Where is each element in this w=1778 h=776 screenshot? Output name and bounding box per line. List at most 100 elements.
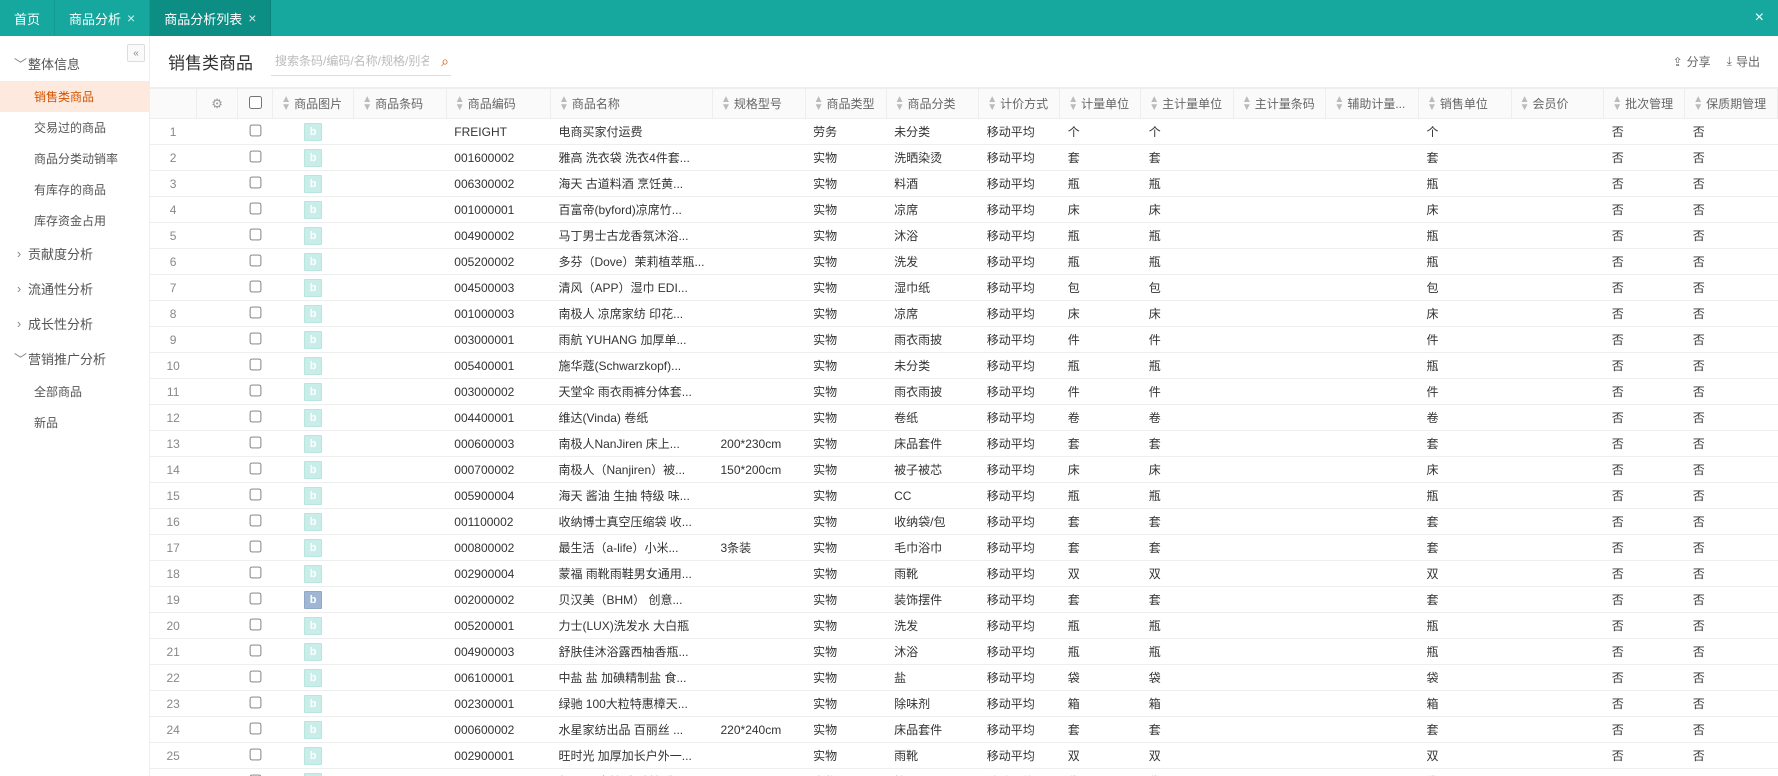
table-row[interactable]: 8b001000003南极人 凉席家纺 印花...实物凉席移动平均床床床否否 — [150, 301, 1778, 327]
tab-close-icon[interactable]: × — [127, 10, 135, 26]
sort-icon[interactable]: ▲▼ — [1427, 96, 1437, 112]
tab-商品分析列表[interactable]: 商品分析列表× — [150, 0, 271, 36]
sort-icon[interactable]: ▲▼ — [1068, 96, 1078, 112]
row-checkbox[interactable] — [249, 254, 261, 266]
row-checkbox[interactable] — [249, 124, 261, 136]
tab-close-icon[interactable]: × — [248, 10, 256, 26]
sidebar-item[interactable]: 有库存的商品 — [0, 174, 149, 205]
column-header-saleunit[interactable]: ▲▼销售单位 — [1419, 89, 1512, 119]
sort-icon[interactable]: ▲▼ — [721, 96, 731, 112]
row-checkbox[interactable] — [249, 150, 261, 162]
row-checkbox[interactable] — [249, 540, 261, 552]
sort-icon[interactable]: ▲▼ — [814, 96, 824, 112]
row-checkbox[interactable] — [249, 358, 261, 370]
table-row[interactable]: 17b000800002最生活（a-life）小米...3条装实物毛巾浴巾移动平… — [150, 535, 1778, 561]
column-header-ptype[interactable]: ▲▼商品类型 — [805, 89, 886, 119]
sort-icon[interactable]: ▲▼ — [455, 96, 465, 112]
column-header-name[interactable]: ▲▼商品名称 — [550, 89, 712, 119]
sidebar-item[interactable]: 全部商品 — [0, 376, 149, 407]
table-row[interactable]: 10b005400001施华蔻(Schwarzkopf)...实物未分类移动平均… — [150, 353, 1778, 379]
table-row[interactable]: 24b000600002水星家纺出品 百丽丝 ...220*240cm实物床品套… — [150, 717, 1778, 743]
table-row[interactable]: 20b005200001力士(LUX)洗发水 大白瓶实物洗发移动平均瓶瓶瓶否否 — [150, 613, 1778, 639]
sort-icon[interactable]: ▲▼ — [362, 96, 372, 112]
table-row[interactable]: 4b001000001百富帝(byford)凉席竹...实物凉席移动平均床床床否… — [150, 197, 1778, 223]
column-header-member[interactable]: ▲▼会员价 — [1511, 89, 1604, 119]
table-row[interactable]: 2b001600002雅高 洗衣袋 洗衣4件套...实物洗晒染烫移动平均套套套否… — [150, 145, 1778, 171]
column-header-auxunit[interactable]: ▲▼辅助计量... — [1326, 89, 1419, 119]
table-row[interactable]: 23b002300001绿驰 100大粒特惠樟天...实物除味剂移动平均箱箱箱否… — [150, 691, 1778, 717]
row-checkbox[interactable] — [249, 644, 261, 656]
row-checkbox[interactable] — [249, 462, 261, 474]
row-checkbox[interactable] — [249, 748, 261, 760]
sidebar-group[interactable]: ›成长性分析 — [0, 306, 149, 341]
row-checkbox[interactable] — [249, 566, 261, 578]
sidebar-collapse-icon[interactable]: « — [127, 44, 145, 62]
sort-icon[interactable]: ▲▼ — [559, 96, 569, 112]
table-row[interactable]: 7b004500003清风（APP）湿巾 EDI...实物湿巾纸移动平均包包包否… — [150, 275, 1778, 301]
table-row[interactable]: 3b006300002海天 古道料酒 烹饪黄...实物料酒移动平均瓶瓶瓶否否 — [150, 171, 1778, 197]
export-button[interactable]: ⤓ 导出 — [1727, 53, 1760, 70]
row-checkbox[interactable] — [249, 202, 261, 214]
table-row[interactable]: 14b000700002南极人（Nanjiren）被...150*200cm实物… — [150, 457, 1778, 483]
row-checkbox[interactable] — [249, 280, 261, 292]
table-wrap[interactable]: ⚙▲▼商品图片▲▼商品条码▲▼商品编码▲▼商品名称▲▼规格型号▲▼商品类型▲▼商… — [150, 88, 1778, 776]
row-checkbox[interactable] — [249, 618, 261, 630]
table-row[interactable]: 15b005900004海天 酱油 生抽 特级 味...实物CC移动平均瓶瓶瓶否… — [150, 483, 1778, 509]
table-row[interactable]: 26b006200002舒可曼 白糖 白砂糖 袋...实物糖移动平均袋袋袋否否 — [150, 769, 1778, 776]
table-row[interactable]: 1bFREIGHT电商买家付运费劳务未分类移动平均个个个否否 — [150, 119, 1778, 145]
column-header-spec[interactable]: ▲▼规格型号 — [713, 89, 806, 119]
gear-icon[interactable]: ⚙ — [211, 96, 223, 111]
sort-icon[interactable]: ▲▼ — [987, 96, 997, 112]
table-row[interactable]: 16b001100002收纳博士真空压缩袋 收...实物收纳袋/包移动平均套套套… — [150, 509, 1778, 535]
sort-icon[interactable]: ▲▼ — [281, 96, 291, 112]
sort-icon[interactable]: ▲▼ — [895, 96, 905, 112]
row-checkbox[interactable] — [249, 488, 261, 500]
sort-icon[interactable]: ▲▼ — [1149, 96, 1159, 112]
sidebar-item[interactable]: 交易过的商品 — [0, 112, 149, 143]
sort-icon[interactable]: ▲▼ — [1334, 96, 1344, 112]
row-checkbox[interactable] — [249, 592, 261, 604]
row-checkbox[interactable] — [249, 332, 261, 344]
table-row[interactable]: 19b002000002贝汉美（BHM） 创意...实物装饰摆件移动平均套套套否… — [150, 587, 1778, 613]
sort-icon[interactable]: ▲▼ — [1242, 96, 1252, 112]
row-checkbox[interactable] — [249, 670, 261, 682]
table-row[interactable]: 6b005200002多芬（Dove）茉莉植萃瓶...实物洗发移动平均瓶瓶瓶否否 — [150, 249, 1778, 275]
table-row[interactable]: 5b004900002马丁男士古龙香氛沐浴...实物沐浴移动平均瓶瓶瓶否否 — [150, 223, 1778, 249]
column-header-barcode[interactable]: ▲▼商品条码 — [354, 89, 447, 119]
sidebar-group[interactable]: ›流通性分析 — [0, 271, 149, 306]
row-checkbox[interactable] — [249, 722, 261, 734]
column-header-batch[interactable]: ▲▼批次管理 — [1604, 89, 1685, 119]
sidebar-group[interactable]: ›贡献度分析 — [0, 236, 149, 271]
sidebar-item[interactable]: 新品 — [0, 407, 149, 438]
tabbar-close-icon[interactable]: × — [1749, 0, 1770, 36]
sidebar-item[interactable]: 库存资金占用 — [0, 205, 149, 236]
column-header-code[interactable]: ▲▼商品编码 — [446, 89, 550, 119]
tab-商品分析[interactable]: 商品分析× — [55, 0, 150, 36]
table-row[interactable]: 11b003000002天堂伞 雨衣雨裤分体套...实物雨衣雨披移动平均件件件否… — [150, 379, 1778, 405]
select-all-checkbox[interactable] — [249, 96, 262, 109]
table-row[interactable]: 22b006100001中盐 盐 加碘精制盐 食...实物盐移动平均袋袋袋否否 — [150, 665, 1778, 691]
column-header-maincode[interactable]: ▲▼主计量条码 — [1233, 89, 1326, 119]
column-header-unit[interactable]: ▲▼计量单位 — [1060, 89, 1141, 119]
sort-icon[interactable]: ▲▼ — [1693, 96, 1703, 112]
table-row[interactable]: 18b002900004蒙福 雨靴雨鞋男女通用...实物雨靴移动平均双双双否否 — [150, 561, 1778, 587]
sidebar-item[interactable]: 销售类商品 — [0, 81, 149, 112]
table-row[interactable]: 9b003000001雨航 YUHANG 加厚单...实物雨衣雨披移动平均件件件… — [150, 327, 1778, 353]
row-checkbox[interactable] — [249, 306, 261, 318]
table-row[interactable]: 25b002900001旺时光 加厚加长户外一...实物雨靴移动平均双双双否否 — [150, 743, 1778, 769]
table-row[interactable]: 12b004400001维达(Vinda) 卷纸实物卷纸移动平均卷卷卷否否 — [150, 405, 1778, 431]
row-checkbox[interactable] — [249, 410, 261, 422]
table-row[interactable]: 21b004900003舒肤佳沐浴露西柚香瓶...实物沐浴移动平均瓶瓶瓶否否 — [150, 639, 1778, 665]
search-icon[interactable]: ⌕ — [441, 53, 449, 70]
column-header-pricing[interactable]: ▲▼计价方式 — [979, 89, 1060, 119]
row-checkbox[interactable] — [249, 514, 261, 526]
row-checkbox[interactable] — [249, 436, 261, 448]
column-header-img[interactable]: ▲▼商品图片 — [273, 89, 354, 119]
sort-icon[interactable]: ▲▼ — [1612, 96, 1622, 112]
row-checkbox[interactable] — [249, 228, 261, 240]
row-checkbox[interactable] — [249, 384, 261, 396]
row-checkbox[interactable] — [249, 176, 261, 188]
search-input[interactable] — [271, 48, 451, 76]
share-button[interactable]: ⇪ 分享 — [1673, 53, 1711, 70]
column-header-mainunit[interactable]: ▲▼主计量单位 — [1141, 89, 1234, 119]
